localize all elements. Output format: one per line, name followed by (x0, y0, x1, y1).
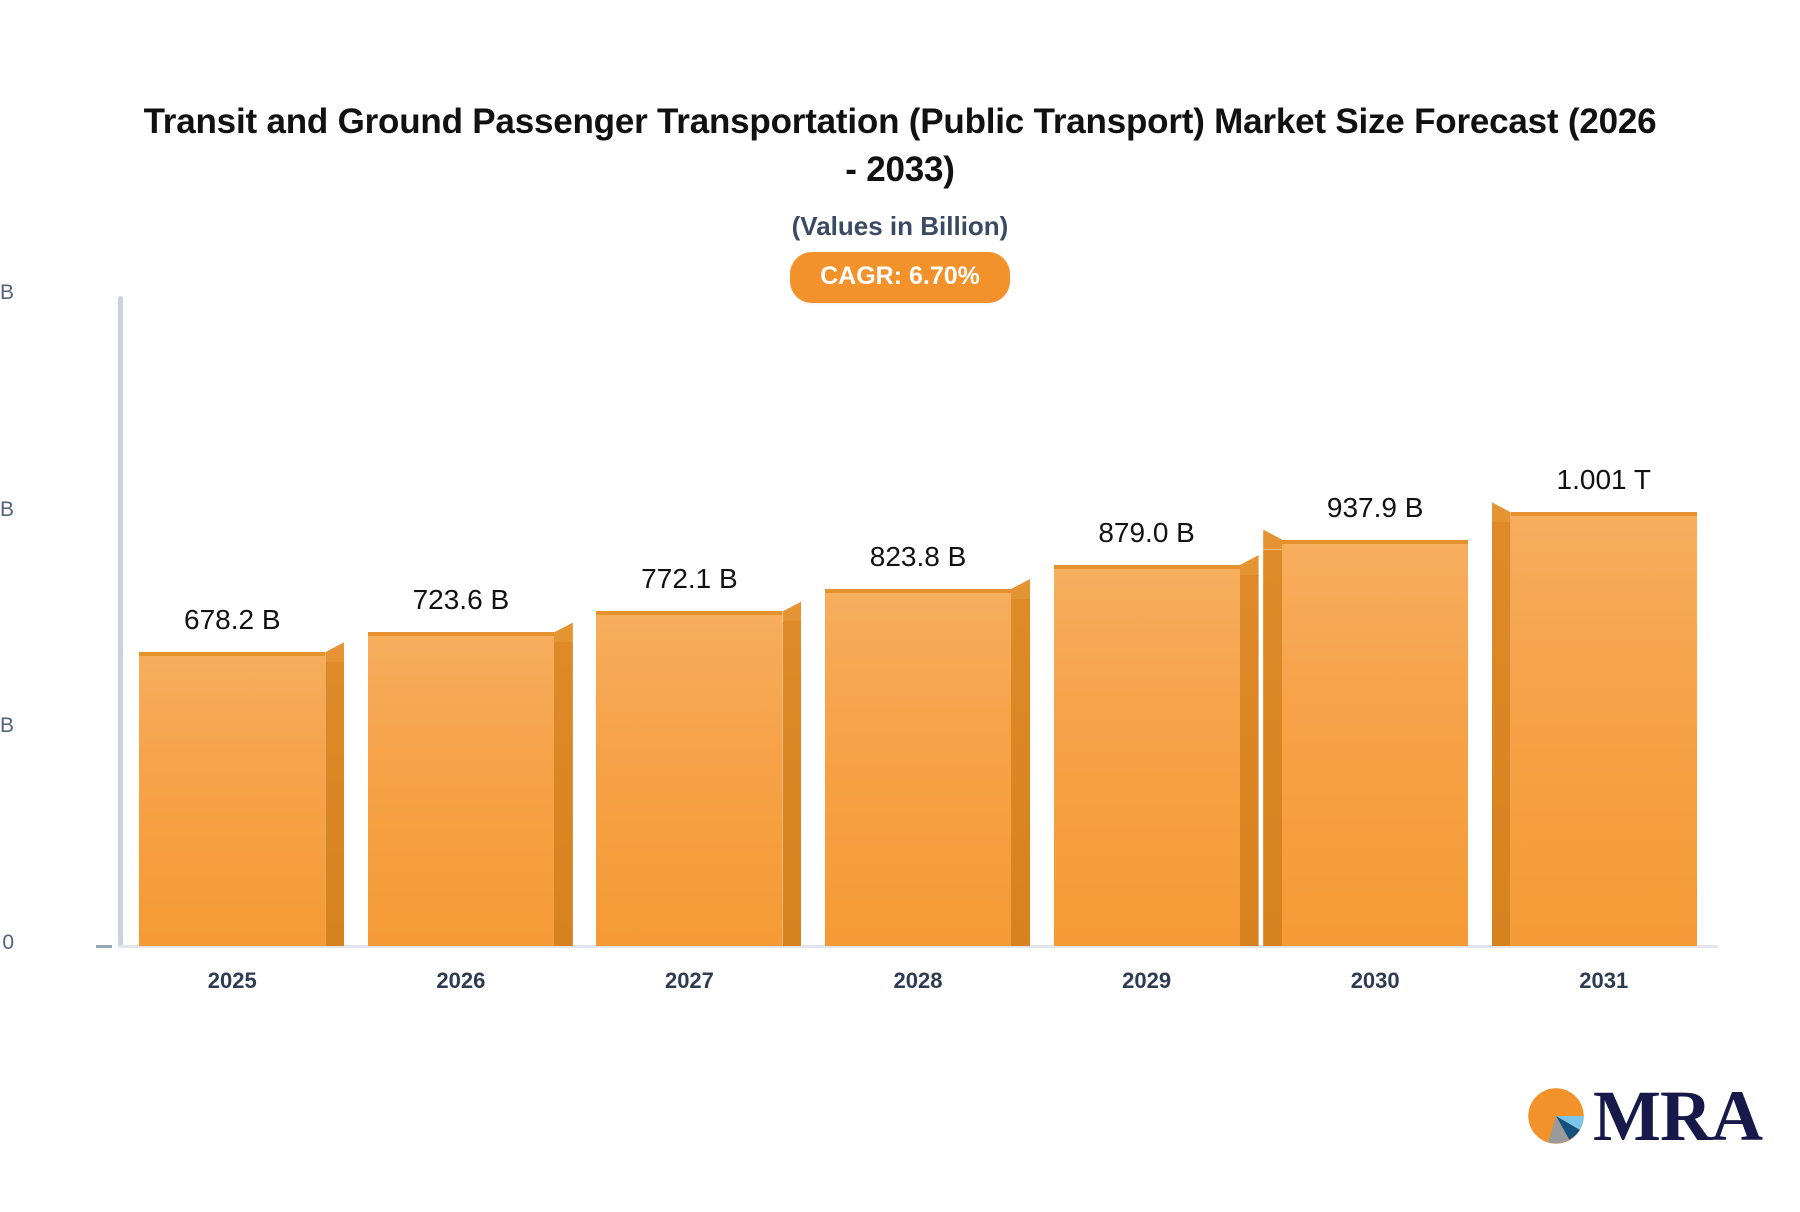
bar[interactable]: 678.2 B (139, 604, 345, 946)
x-axis-tick-label: 2025 (207, 968, 257, 993)
bar-top-face (1011, 579, 1031, 600)
status-badge: CAGR: 6.70% (790, 251, 1010, 303)
bar-front-face (1510, 512, 1697, 946)
bar[interactable]: 1.001 T (1491, 464, 1697, 946)
bar-front-face (825, 589, 1012, 946)
bar-top-face (1263, 529, 1283, 550)
bar-front-face (1282, 539, 1469, 946)
logo-text: MRA (1593, 1076, 1763, 1156)
bar-value-label: 772.1 B (641, 563, 738, 595)
bar-top-edge (1510, 512, 1697, 517)
bar-side-face (782, 621, 802, 946)
bar[interactable]: 723.6 B (367, 584, 573, 946)
bar-value-label: 723.6 B (412, 584, 510, 616)
y-axis-tick-label: 0 (2, 931, 14, 954)
page-title: Transit and Ground Passenger Transportat… (143, 102, 1657, 190)
chart-subtitle: (Values in Billion) (791, 210, 1009, 241)
x-axis-tick-label: 2027 (664, 968, 714, 993)
bar-front-face (596, 611, 783, 946)
bar-series: 678.2 B 2025 723.6 B 2026 772.1 B 2027 823.8 B… (118, 296, 1718, 993)
y-axis-line (118, 296, 123, 946)
y-axis-tick-label: 500.0B (0, 714, 14, 738)
bar-value-label: 879.0 B (1098, 517, 1195, 549)
bar-side-face (1263, 549, 1283, 946)
bar-slot: 723.6 B 2026 (347, 296, 576, 993)
bar-slot: 879.0 B 2029 (1032, 296, 1261, 993)
bar-front-face (139, 652, 326, 946)
bar-front-face (367, 632, 554, 946)
bar-top-face (1491, 502, 1511, 523)
x-axis-tick-label: 2029 (1122, 968, 1172, 993)
y-axis-tick-label: 1500.0B (0, 281, 14, 304)
bar-top-face (782, 601, 802, 622)
y-axis-tick-mark (96, 945, 112, 948)
bar-side-face (1239, 575, 1259, 946)
x-axis-line (118, 945, 1718, 948)
bar-top-face (325, 642, 345, 663)
x-axis-tick-label: 2026 (436, 968, 486, 993)
bar[interactable]: 937.9 B (1263, 492, 1469, 946)
bar[interactable]: 879.0 B (1053, 517, 1259, 946)
bar-top-edge (367, 632, 554, 637)
bar-top-face (1239, 555, 1259, 576)
bar-value-label: 678.2 B (184, 604, 281, 636)
chart-header: Transit and Ground Passenger Transportat… (0, 0, 1800, 303)
bar[interactable]: 772.1 B (596, 563, 802, 946)
bar-side-face (325, 662, 345, 946)
bar-side-face (553, 642, 573, 946)
bar-value-label: 1.001 T (1556, 464, 1651, 496)
x-axis-tick-label: 2028 (893, 968, 943, 993)
bar-side-face (1011, 599, 1031, 946)
y-axis-tick-label: 1000.0B (0, 497, 14, 521)
bar-value-label: 823.8 B (869, 541, 967, 573)
bar-side-face (1491, 522, 1511, 946)
pie-chart-icon (1528, 1088, 1584, 1144)
bar[interactable]: 823.8 B (825, 541, 1031, 946)
bar-slot: 937.9 B 2030 (1261, 296, 1490, 993)
bar-top-edge (1053, 565, 1240, 570)
x-axis-tick-label: 2031 (1579, 968, 1629, 993)
bar-top-edge (825, 589, 1012, 594)
bar-top-face (553, 622, 573, 643)
bar-slot: 823.8 B 2028 (804, 296, 1033, 993)
bar-top-edge (139, 652, 326, 657)
x-axis-tick-label: 2030 (1350, 968, 1400, 993)
cagr-badge-wrap: CAGR: 6.70% (0, 251, 1800, 303)
bar-slot: 1.001 T 2031 (1489, 296, 1718, 993)
bar-front-face (1053, 565, 1240, 946)
bar-value-label: 937.9 B (1326, 491, 1424, 523)
bar-slot: 772.1 B 2027 (575, 296, 804, 993)
brand-logo: MRA (1523, 1076, 1763, 1156)
bar-top-edge (1282, 539, 1469, 544)
bar-top-edge (596, 611, 783, 616)
plot-area: 0 500.0B 1000.0B 1500.0B 678.2 B 2025 723.6 B… (0, 281, 1718, 993)
bar-slot: 678.2 B 2025 (118, 296, 347, 993)
